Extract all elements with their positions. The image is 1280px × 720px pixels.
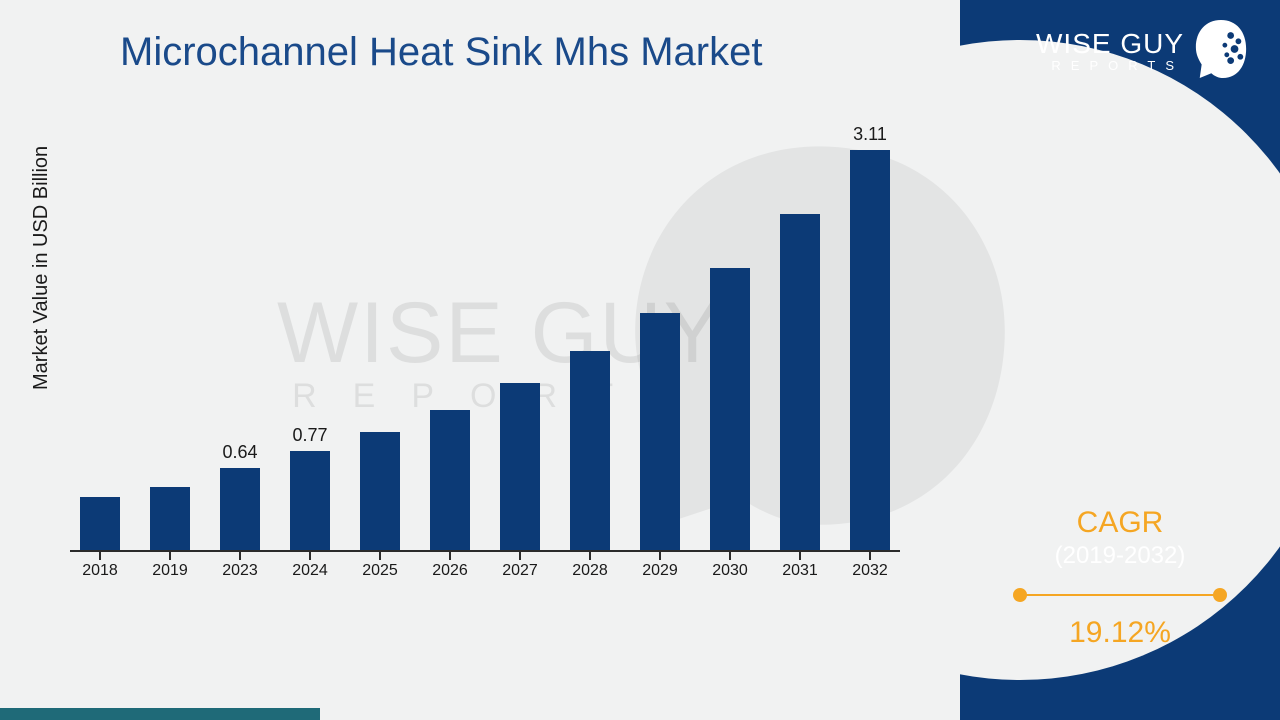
bar-value-label: 0.77 [280,425,340,446]
x-tick [869,552,871,560]
x-tick [309,552,311,560]
x-axis-line [70,550,900,552]
x-tick-label: 2031 [770,562,830,580]
cagr-block: CAGR (2019-2032) 19.12% [990,506,1250,650]
x-tick-label: 2029 [630,562,690,580]
bar [80,497,120,550]
brand-head-icon [1192,18,1250,82]
bar [360,432,400,550]
bar [500,383,540,550]
cagr-title: CAGR [990,506,1250,540]
brand-line1: WISE GUY [1036,28,1184,60]
x-tick-label: 2023 [210,562,270,580]
x-tick [729,552,731,560]
report-canvas: WISE GUY REPORTS Microchannel Heat Sink … [0,0,1280,720]
brand-line2: REPORTS [1036,58,1184,73]
bar-value-label: 3.11 [840,124,900,145]
x-tick [99,552,101,560]
bar [850,150,890,550]
x-tick [659,552,661,560]
brand-logo: WISE GUY REPORTS [990,18,1250,82]
bar [220,468,260,550]
y-axis-label: Market Value in USD Billion [30,146,53,390]
x-tick [589,552,591,560]
x-tick [379,552,381,560]
bar [430,410,470,550]
x-tick-label: 2030 [700,562,760,580]
x-tick-label: 2025 [350,562,410,580]
bar [290,451,330,550]
x-tick [239,552,241,560]
x-tick [519,552,521,560]
x-tick-label: 2027 [490,562,550,580]
bar-value-label: 0.64 [210,442,270,463]
chart-title: Microchannel Heat Sink Mhs Market [120,30,762,75]
x-tick-label: 2026 [420,562,480,580]
cagr-value: 19.12% [990,616,1250,650]
cagr-range: (2019-2032) [990,542,1250,570]
x-tick [169,552,171,560]
bar-chart: 2018 2019 2023 0.64 2024 0.77 2025 2026 2027 2028… [70,150,900,580]
x-tick-label: 2018 [70,562,130,580]
bar [640,313,680,550]
bar [150,487,190,550]
bar [780,214,820,550]
x-tick-label: 2019 [140,562,200,580]
cagr-divider [1020,588,1220,602]
x-tick-label: 2024 [280,562,340,580]
footer-accent-strip [0,708,320,720]
bar [710,268,750,550]
x-tick [449,552,451,560]
x-tick-label: 2032 [840,562,900,580]
x-tick [799,552,801,560]
bar [570,351,610,550]
x-tick-label: 2028 [560,562,620,580]
